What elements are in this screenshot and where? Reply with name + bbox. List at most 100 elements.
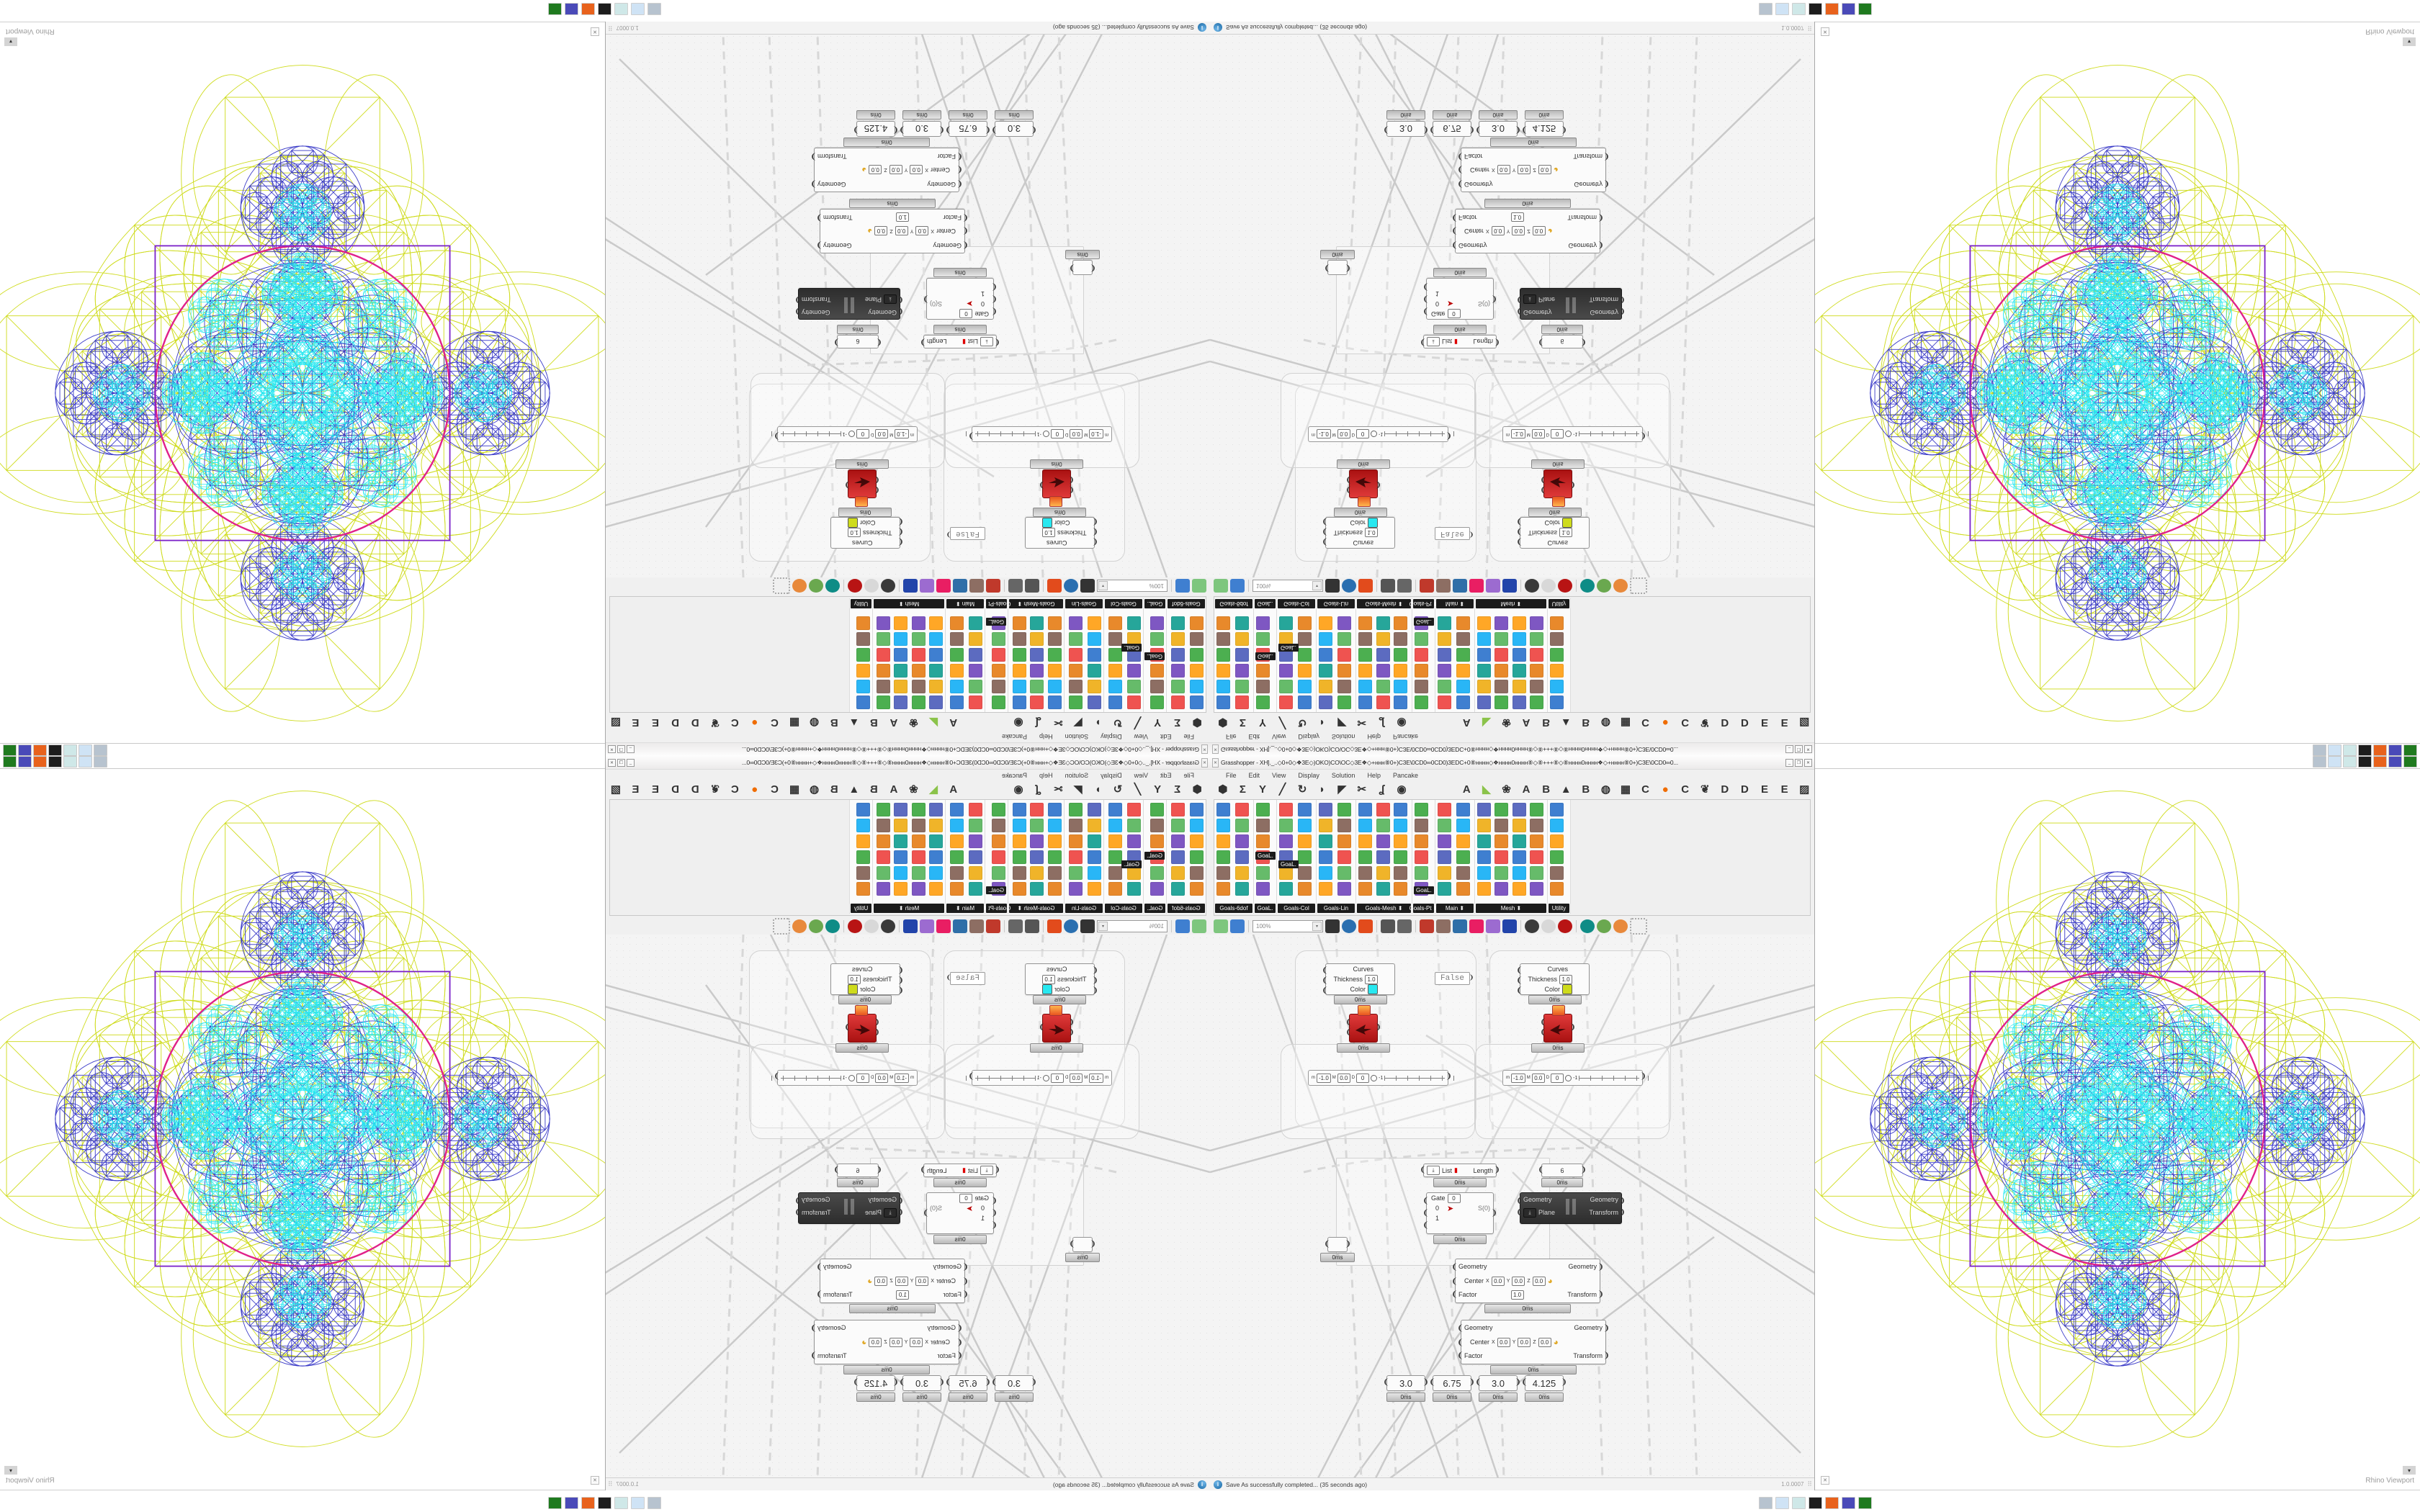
component-icon[interactable] bbox=[877, 882, 891, 896]
component-icon[interactable] bbox=[1494, 632, 1509, 646]
output-nub[interactable]: ❩ bbox=[920, 338, 927, 346]
output-nub[interactable]: ❩ bbox=[1468, 1378, 1475, 1387]
input-nub[interactable]: ❨ bbox=[1457, 179, 1464, 188]
component-icon[interactable] bbox=[894, 696, 908, 709]
output-nub[interactable]: ❩ bbox=[1639, 1072, 1646, 1081]
component-icon[interactable] bbox=[1358, 696, 1372, 709]
error-component-1[interactable]: ❨ ❨ ❩ 0ms bbox=[1337, 1005, 1390, 1053]
notepad-icon[interactable] bbox=[63, 744, 77, 756]
component-icon[interactable] bbox=[1477, 648, 1491, 662]
component-icon[interactable] bbox=[1438, 664, 1451, 678]
menu-item-help[interactable]: Help bbox=[1039, 733, 1053, 740]
taskbar-green-screen-icon[interactable] bbox=[548, 3, 563, 16]
component-icon[interactable] bbox=[894, 882, 908, 896]
component-icon[interactable] bbox=[1171, 882, 1186, 896]
component-icon[interactable] bbox=[1234, 850, 1249, 864]
component-icon[interactable] bbox=[1127, 803, 1141, 816]
component-icon[interactable] bbox=[1376, 803, 1390, 816]
sigma-icon[interactable]: Σ bbox=[1174, 783, 1181, 796]
input-nub[interactable]: ❨ bbox=[1345, 1018, 1353, 1027]
component-icon[interactable] bbox=[1319, 648, 1332, 662]
letter-c-icon[interactable]: C bbox=[771, 716, 779, 729]
color-swatch[interactable] bbox=[1042, 518, 1052, 528]
component-icon[interactable] bbox=[950, 648, 964, 662]
ribbon-tab-label[interactable]: Goals-6dof bbox=[1215, 904, 1252, 913]
input-nub[interactable]: ❨ bbox=[1420, 1166, 1427, 1174]
component-icon[interactable] bbox=[1494, 882, 1509, 896]
value-slider-2[interactable]: ❨ ❩ 6.75 0ms bbox=[1429, 110, 1475, 137]
ribbon-tab-label[interactable]: Mesh ⬍ bbox=[1476, 599, 1546, 608]
zoom-extents-icon[interactable] bbox=[1080, 919, 1095, 933]
component-icon[interactable] bbox=[1358, 850, 1372, 864]
slash-icon[interactable]: ╱ bbox=[1279, 783, 1286, 796]
ribbon-tab-label[interactable]: Mesh ⬍ bbox=[874, 904, 944, 913]
component-icon[interactable] bbox=[1030, 664, 1044, 678]
component-icon[interactable] bbox=[1415, 632, 1428, 646]
component-icon[interactable] bbox=[1216, 803, 1230, 816]
output-nub[interactable]: ❩ bbox=[1514, 125, 1521, 134]
component-icon[interactable] bbox=[911, 834, 926, 848]
component-icon[interactable] bbox=[1456, 648, 1470, 662]
scale-node-2[interactable]: ❨ ❨ ❨ ❩ ❩ Geometry Geometry Center X 0.0… bbox=[1457, 138, 1610, 192]
ribbon-tab-label[interactable]: Goals-6dof bbox=[1215, 599, 1252, 608]
ribbon-tab-label[interactable]: Goals-Mesh ⬍ bbox=[1357, 599, 1411, 608]
flatten-icon[interactable]: ⤓ bbox=[1427, 1166, 1440, 1175]
input-nub[interactable]: ❨ bbox=[1089, 1240, 1096, 1248]
taskbar-floppy-h9-icon[interactable] bbox=[565, 1496, 579, 1509]
component-icon[interactable] bbox=[1394, 882, 1408, 896]
component-icon[interactable] bbox=[1376, 632, 1390, 646]
hook-icon[interactable]: ʆ bbox=[1379, 716, 1385, 729]
output-nub[interactable]: ❩ bbox=[1560, 125, 1567, 134]
gift-icon[interactable] bbox=[1469, 919, 1484, 933]
component-icon[interactable] bbox=[1190, 866, 1204, 880]
circle-icon[interactable]: ● bbox=[751, 716, 758, 729]
hook-icon[interactable]: ʆ bbox=[1379, 783, 1385, 796]
component-icon[interactable] bbox=[1012, 680, 1026, 693]
output-nub[interactable]: ❩ bbox=[1069, 1240, 1076, 1248]
wye-icon[interactable]: Y bbox=[1154, 716, 1162, 729]
input-nub[interactable]: ❨ bbox=[993, 1166, 1000, 1174]
input-nub[interactable]: ❨ bbox=[897, 966, 904, 975]
number-slider-1[interactable]: m -1.0 M 0.0 D 0 -1 ❩ bbox=[968, 1070, 1112, 1086]
component-icon[interactable] bbox=[1234, 803, 1249, 816]
component-icon[interactable] bbox=[1358, 882, 1372, 896]
component-icon[interactable] bbox=[969, 680, 982, 693]
input-nub[interactable]: ❨ bbox=[897, 986, 904, 995]
input-nub[interactable]: ❨ bbox=[1457, 1338, 1464, 1347]
letter-e-icon[interactable]: E bbox=[1780, 716, 1788, 729]
slider-knob[interactable] bbox=[848, 1074, 855, 1081]
component-icon[interactable] bbox=[1529, 664, 1543, 678]
output-nub[interactable]: ❩ bbox=[1374, 1023, 1381, 1032]
doc-icon[interactable] bbox=[2313, 744, 2326, 756]
param-icon[interactable]: ◣ bbox=[929, 783, 938, 796]
resize-grip-icon[interactable]: ⠿ bbox=[1807, 24, 1811, 32]
error-component-1[interactable]: ❨ ❨ ❩ 0ms bbox=[1337, 459, 1390, 507]
ink-icon[interactable] bbox=[48, 756, 62, 768]
output-nub[interactable]: ❩ bbox=[899, 125, 906, 134]
component-icon[interactable] bbox=[1512, 664, 1526, 678]
component-icon[interactable] bbox=[1297, 616, 1312, 630]
scissors-icon[interactable] bbox=[903, 919, 918, 933]
output-nub[interactable]: ❩ bbox=[1618, 1208, 1626, 1217]
factor-value[interactable]: 1.0 bbox=[1510, 1290, 1524, 1300]
component-icon[interactable] bbox=[1477, 696, 1491, 709]
minimize-button[interactable]: _ bbox=[1785, 758, 1793, 767]
floppy-h9-icon[interactable] bbox=[2388, 744, 2402, 756]
input-nub[interactable]: ❨ bbox=[1516, 966, 1523, 975]
component-icon[interactable] bbox=[1171, 819, 1186, 832]
component-icon[interactable] bbox=[1550, 648, 1564, 662]
custom-preview-node-1[interactable]: ❨ ❨ ❨ Curves Thickness 1.0 Color 0ms bbox=[1322, 963, 1395, 1004]
letter-b-icon[interactable]: B bbox=[869, 783, 878, 796]
component-icon[interactable] bbox=[1550, 616, 1564, 630]
component-icon[interactable] bbox=[1108, 632, 1123, 646]
component-icon[interactable] bbox=[992, 696, 1005, 709]
ribbon-tab-label[interactable]: Goals-Col bbox=[1278, 599, 1315, 608]
input-nub[interactable]: ❨ bbox=[990, 1209, 998, 1218]
center-z[interactable]: 0.0 bbox=[869, 165, 882, 175]
component-icon[interactable] bbox=[1438, 680, 1451, 693]
slider-max[interactable]: 0.0 bbox=[1337, 1073, 1350, 1083]
taskbar-green-screen-icon[interactable] bbox=[548, 1496, 563, 1509]
maximize-button[interactable]: ❐ bbox=[617, 745, 625, 754]
component-icon[interactable] bbox=[877, 680, 891, 693]
component-icon[interactable] bbox=[1012, 819, 1026, 832]
